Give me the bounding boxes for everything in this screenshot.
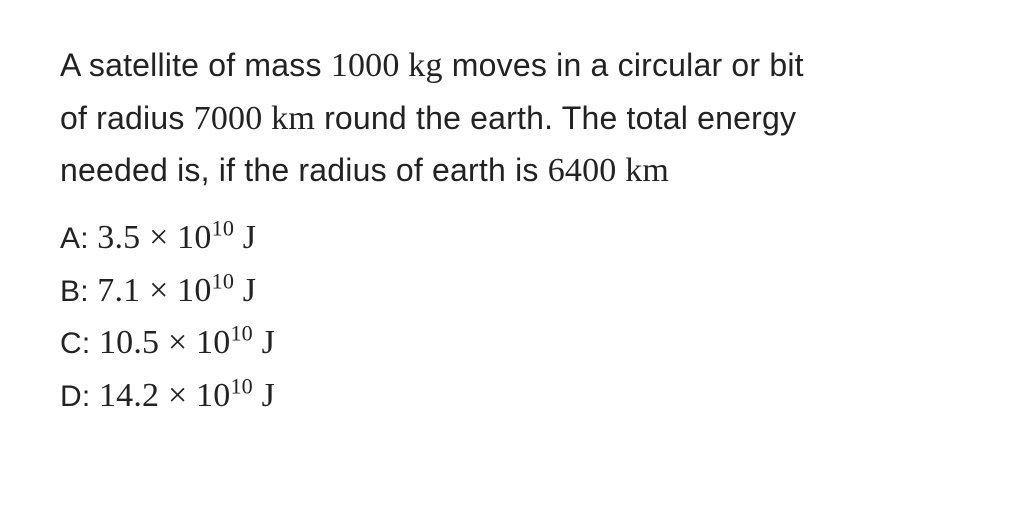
mass-value: 1000 <box>331 47 400 84</box>
question-line1-pre: A satellite of mass <box>60 47 331 83</box>
orbit-radius-value: 7000 <box>194 100 263 137</box>
option-d[interactable]: D: 14.2 × 1010 J <box>60 370 974 423</box>
times-icon: × <box>159 377 196 414</box>
option-d-value: 14.2 × 1010 J <box>99 377 275 414</box>
option-a-mantissa: 3.5 <box>97 219 140 256</box>
option-d-unit: J <box>253 377 275 414</box>
earth-radius-value: 6400 <box>548 152 617 189</box>
option-a-unit: J <box>234 219 256 256</box>
option-c[interactable]: C: 10.5 × 1010 J <box>60 317 974 370</box>
orbit-radius-unit: km <box>262 100 315 137</box>
earth-radius-unit: km <box>617 152 670 189</box>
option-c-value: 10.5 × 1010 J <box>99 324 275 361</box>
option-a[interactable]: A: 3.5 × 1010 J <box>60 212 974 265</box>
question-line2-post: round the earth. The total energy <box>315 100 796 136</box>
option-a-value: 3.5 × 1010 J <box>97 219 256 256</box>
option-d-exp: 10 <box>230 374 253 399</box>
option-a-exp: 10 <box>212 216 235 241</box>
option-c-label: C: <box>60 327 99 360</box>
option-d-mantissa: 14.2 <box>99 377 159 414</box>
option-a-base: 10 <box>177 219 211 256</box>
question-line2-pre: of radius <box>60 100 194 136</box>
option-a-label: A: <box>60 222 97 255</box>
option-b-mantissa: 7.1 <box>97 272 140 309</box>
times-icon: × <box>140 272 177 309</box>
times-icon: × <box>140 219 177 256</box>
question-line3-pre: needed is, if the radius of earth is <box>60 152 548 188</box>
option-d-label: D: <box>60 380 99 413</box>
option-c-mantissa: 10.5 <box>99 324 159 361</box>
options-list: A: 3.5 × 1010 J B: 7.1 × 1010 J C: 10.5 … <box>60 212 974 423</box>
option-b-unit: J <box>234 272 256 309</box>
question-line1-post: moves in a circular or bit <box>443 47 804 83</box>
option-b-exp: 10 <box>212 268 235 293</box>
physics-question-container: A satellite of mass 1000 kg moves in a c… <box>0 0 1024 463</box>
option-b[interactable]: B: 7.1 × 1010 J <box>60 265 974 318</box>
question-stem: A satellite of mass 1000 kg moves in a c… <box>60 40 974 198</box>
option-b-base: 10 <box>177 272 211 309</box>
option-d-base: 10 <box>196 377 230 414</box>
option-b-label: B: <box>60 275 97 308</box>
times-icon: × <box>159 324 196 361</box>
option-c-exp: 10 <box>230 321 253 346</box>
option-c-base: 10 <box>196 324 230 361</box>
mass-unit: kg <box>400 47 443 84</box>
option-b-value: 7.1 × 1010 J <box>97 272 256 309</box>
option-c-unit: J <box>253 324 275 361</box>
